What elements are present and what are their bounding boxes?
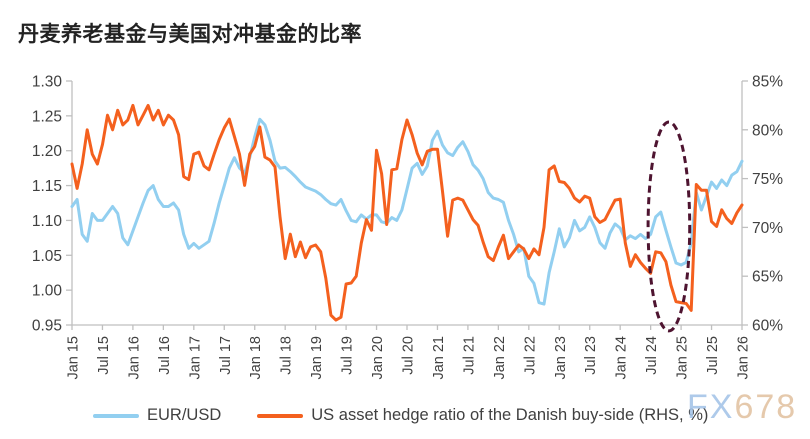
right-axis-label: 75% bbox=[752, 171, 783, 188]
x-axis-label: Jan 21 bbox=[431, 336, 447, 380]
left-axis-label: 1.15 bbox=[32, 178, 62, 195]
right-axis-label: 60% bbox=[752, 318, 783, 335]
left-axis-label: 1.00 bbox=[32, 283, 63, 300]
x-axis-label: Jan 16 bbox=[126, 336, 142, 380]
x-axis-label: Jan 19 bbox=[309, 336, 325, 380]
left-axis-label: 1.20 bbox=[32, 143, 63, 160]
left-axis-label: 1.30 bbox=[32, 74, 63, 91]
legend-label-eurusd: EUR/USD bbox=[147, 406, 222, 424]
right-axis-label: 65% bbox=[752, 269, 783, 286]
x-axis-label: Jul 19 bbox=[340, 336, 356, 375]
x-axis-label: Jan 26 bbox=[736, 336, 752, 380]
hedge-ratio-line-swatch bbox=[257, 413, 304, 418]
x-axis-label: Jan 24 bbox=[614, 336, 630, 380]
right-axis-label: 70% bbox=[752, 220, 783, 237]
right-axis-label: 80% bbox=[752, 122, 783, 139]
annotation-ellipse bbox=[646, 120, 692, 333]
left-axis-label: 1.05 bbox=[32, 248, 62, 265]
left-axis-label: 1.10 bbox=[32, 213, 63, 230]
x-axis-label: Jul 16 bbox=[157, 336, 173, 375]
x-axis-label: Jul 18 bbox=[279, 336, 295, 375]
page-title: 丹麦养老基金与美国对冲基金的比率 bbox=[18, 23, 362, 46]
x-axis-label: Jul 25 bbox=[705, 336, 721, 375]
x-axis-label: Jul 20 bbox=[401, 336, 417, 375]
left-axis-label: 0.95 bbox=[32, 318, 62, 335]
x-axis-label: Jan 18 bbox=[248, 336, 264, 380]
line-hedge-ratio bbox=[70, 103, 744, 322]
x-axis-label: Jul 17 bbox=[218, 336, 234, 375]
x-axis-label: Jul 21 bbox=[461, 336, 477, 375]
legend-label-hedge-ratio: US asset hedge ratio of the Danish buy-s… bbox=[311, 406, 709, 424]
eurusd-line-swatch bbox=[93, 413, 139, 418]
x-axis-label: Jan 22 bbox=[492, 336, 508, 380]
left-axis-label: 1.25 bbox=[32, 108, 62, 125]
x-axis-label: Jan 17 bbox=[187, 336, 203, 380]
x-axis-label: Jul 24 bbox=[644, 336, 660, 375]
line-eurusd bbox=[70, 117, 744, 306]
legend-item-hedge-ratio: US asset hedge ratio of the Danish buy-s… bbox=[257, 406, 708, 425]
x-axis-label: Jul 15 bbox=[96, 336, 112, 375]
right-axis-label: 85% bbox=[752, 74, 783, 91]
x-axis-label: Jul 23 bbox=[583, 336, 599, 375]
legend: EUR/USD US asset hedge ratio of the Dani… bbox=[93, 406, 708, 425]
x-axis-label: Jan 23 bbox=[553, 336, 569, 380]
x-axis-label: Jan 25 bbox=[675, 336, 691, 380]
x-axis-label: Jul 22 bbox=[522, 336, 538, 375]
legend-item-eurusd: EUR/USD bbox=[93, 406, 221, 425]
x-axis-label: Jan 20 bbox=[370, 336, 386, 380]
x-axis-label: Jan 15 bbox=[66, 336, 82, 380]
